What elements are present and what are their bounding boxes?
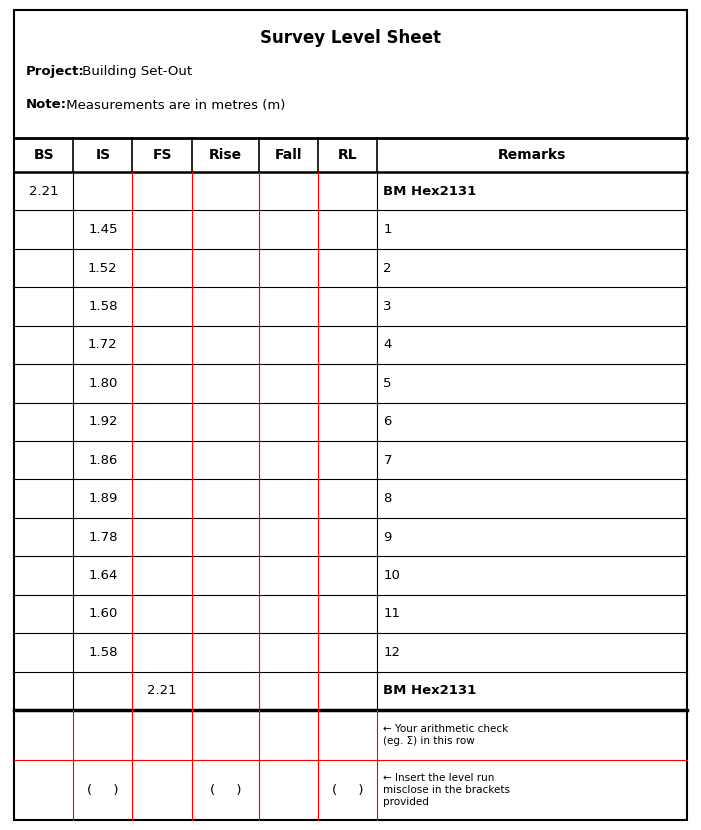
Text: (     ): ( ) <box>332 784 364 797</box>
Text: 2.21: 2.21 <box>29 185 58 198</box>
Text: 1.60: 1.60 <box>88 608 118 621</box>
Text: (     ): ( ) <box>210 784 241 797</box>
Text: 6: 6 <box>383 415 392 428</box>
Text: 11: 11 <box>383 608 400 621</box>
Text: 1.80: 1.80 <box>88 377 118 390</box>
Text: 2.21: 2.21 <box>147 684 177 697</box>
Text: RL: RL <box>338 148 358 162</box>
Text: FS: FS <box>152 148 172 162</box>
Text: Rise: Rise <box>209 148 242 162</box>
Text: 3: 3 <box>383 300 392 313</box>
Text: 1.89: 1.89 <box>88 492 118 505</box>
Text: 1.72: 1.72 <box>88 339 118 351</box>
Text: BM Hex2131: BM Hex2131 <box>383 185 477 198</box>
Text: 4: 4 <box>383 339 392 351</box>
Text: 12: 12 <box>383 646 400 659</box>
Text: 5: 5 <box>383 377 392 390</box>
Text: 1.92: 1.92 <box>88 415 118 428</box>
Text: 1.58: 1.58 <box>88 646 118 659</box>
Text: (     ): ( ) <box>87 784 118 797</box>
Text: ← Insert the level run
misclose in the brackets
provided: ← Insert the level run misclose in the b… <box>383 774 510 807</box>
Text: Remarks: Remarks <box>498 148 566 162</box>
Text: Note:: Note: <box>26 99 67 111</box>
Text: 2: 2 <box>383 261 392 275</box>
Text: 7: 7 <box>383 454 392 466</box>
Text: 10: 10 <box>383 569 400 582</box>
Text: 1.52: 1.52 <box>88 261 118 275</box>
Text: Project:: Project: <box>26 66 85 79</box>
Text: 1.78: 1.78 <box>88 530 118 544</box>
Text: 1.58: 1.58 <box>88 300 118 313</box>
Text: 9: 9 <box>383 530 392 544</box>
Text: Survey Level Sheet: Survey Level Sheet <box>260 29 441 47</box>
Text: 1: 1 <box>383 223 392 237</box>
Text: Fall: Fall <box>275 148 302 162</box>
Text: 1.45: 1.45 <box>88 223 118 237</box>
Text: 1.86: 1.86 <box>88 454 118 466</box>
Text: Measurements are in metres (m): Measurements are in metres (m) <box>62 99 285 111</box>
Text: 1.64: 1.64 <box>88 569 118 582</box>
Text: BS: BS <box>34 148 54 162</box>
Text: BM Hex2131: BM Hex2131 <box>383 684 477 697</box>
Text: IS: IS <box>95 148 110 162</box>
Text: 8: 8 <box>383 492 392 505</box>
Text: Building Set-Out: Building Set-Out <box>78 66 192 79</box>
Text: ← Your arithmetic check
(eg. Σ) in this row: ← Your arithmetic check (eg. Σ) in this … <box>383 725 509 746</box>
